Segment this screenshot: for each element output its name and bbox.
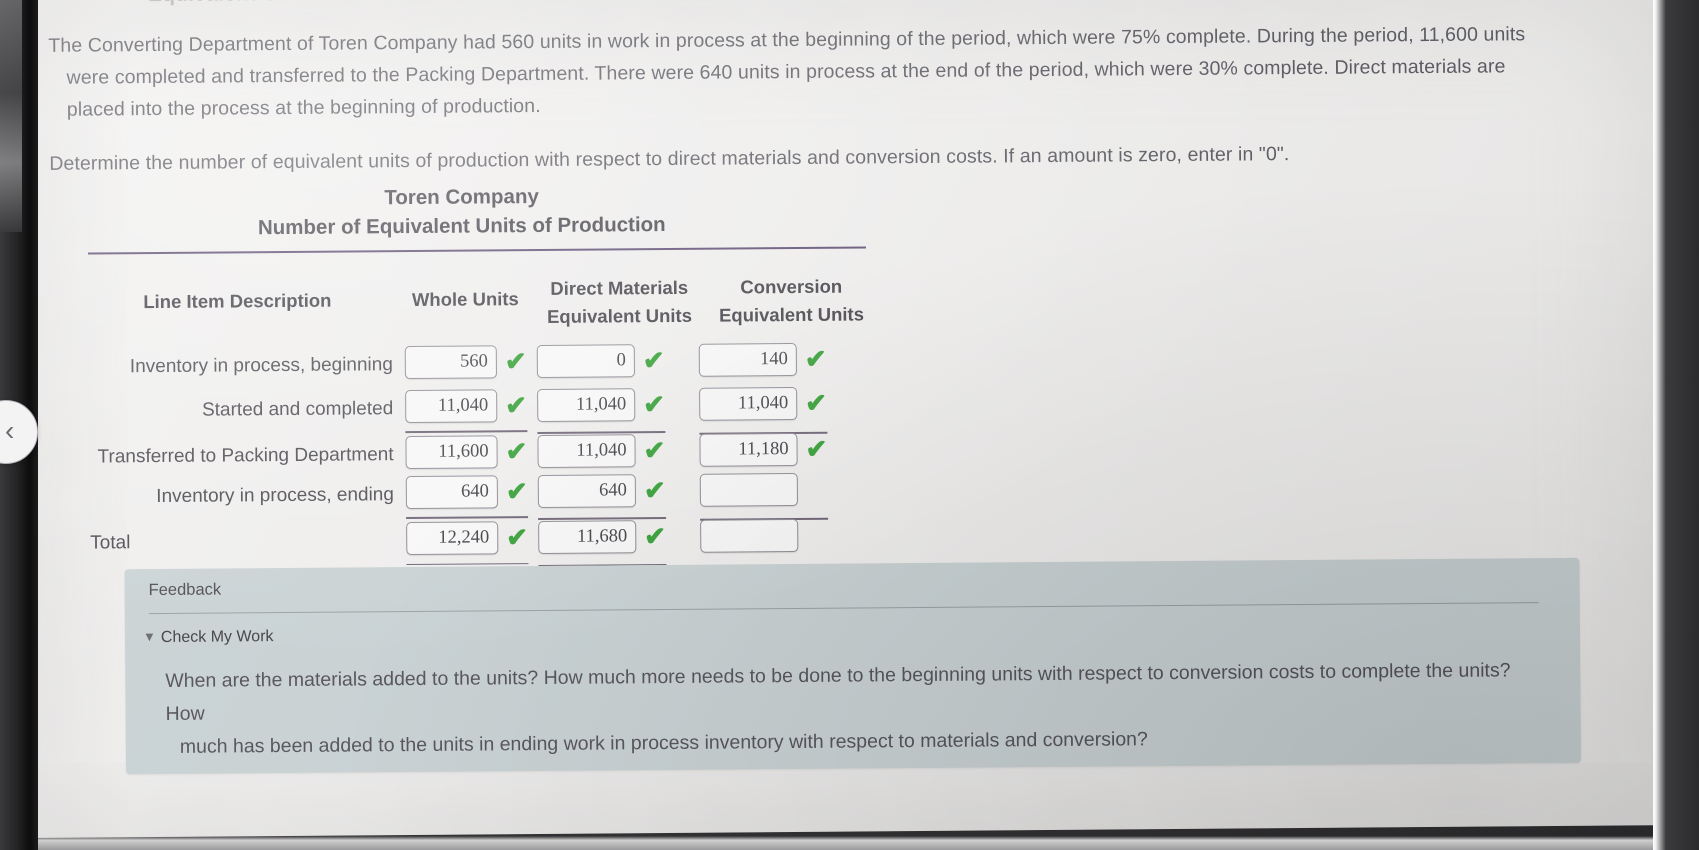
cell-conversion: 11,180 ✔: [699, 432, 827, 467]
check-icon: ✔: [505, 476, 528, 507]
check-icon: ✔: [642, 345, 665, 376]
feedback-panel: Feedback ▼ Check My Work When are the mat…: [124, 557, 1582, 775]
column-header-conversion: Conversion Equivalent Units: [708, 272, 874, 329]
column-header-description: Line Item Description: [143, 289, 332, 313]
screen-content: Equivalent Units of Production The Conve…: [30, 0, 1667, 838]
cell-whole-units: 11,040 ✔: [405, 389, 527, 424]
cut-off-page-heading: Equivalent Units of Production: [148, 0, 461, 7]
cell-direct-materials: 11,040 ✔: [537, 388, 665, 423]
column-header-conversion-line2: Equivalent Units: [718, 303, 865, 326]
chevron-left-icon: ‹: [5, 415, 15, 446]
table-row: Inventory in process, ending 640 ✔ 640 ✔: [62, 472, 862, 522]
cell-conversion: [700, 518, 812, 553]
check-icon: ✔: [643, 389, 666, 420]
cell-direct-materials: 11,040 ✔: [537, 434, 665, 469]
cell-whole-units: 560 ✔: [404, 345, 527, 380]
cell-direct-materials: 0 ✔: [536, 344, 665, 379]
row-label: Started and completed: [201, 398, 394, 421]
cell-whole-units: 640 ✔: [405, 475, 528, 510]
check-icon: ✔: [643, 475, 666, 506]
statement-title: Number of Equivalent Units of Production: [257, 213, 666, 240]
cell-conversion: [699, 472, 812, 507]
cell-conversion: 140 ✔: [698, 342, 827, 377]
input-whole-units[interactable]: 640: [405, 475, 499, 510]
row-label: Total: [90, 532, 131, 554]
input-whole-units[interactable]: 11,600: [405, 435, 498, 470]
check-icon: ✔: [805, 433, 828, 464]
device-bezel-right: [1653, 0, 1699, 850]
check-my-work-toggle[interactable]: ▼ Check My Work: [143, 628, 274, 647]
row-label: Inventory in process, beginning: [129, 354, 393, 378]
input-direct-materials[interactable]: 0: [536, 344, 635, 379]
table-row: Started and completed 11,040 ✔ 11,040 ✔ …: [61, 386, 861, 436]
input-conversion[interactable]: 140: [698, 342, 797, 377]
input-direct-materials[interactable]: 11,040: [537, 388, 636, 423]
cell-conversion: 11,040 ✔: [699, 386, 827, 421]
chevron-down-icon: ▼: [142, 629, 156, 645]
row-label: Inventory in process, ending: [156, 484, 394, 508]
input-direct-materials[interactable]: 11,680: [538, 520, 637, 555]
column-header-direct-materials: Direct Materials Equivalent Units: [536, 274, 702, 331]
device-bezel-bottom: [0, 836, 1699, 850]
column-header-conversion-line1: Conversion: [740, 275, 843, 298]
row-label: Transferred to Packing Department: [97, 444, 394, 468]
bezel-highlight: [0, 0, 22, 232]
input-direct-materials[interactable]: 11,040: [537, 434, 636, 469]
cell-whole-units: 11,600 ✔: [405, 435, 527, 470]
cell-direct-materials: 11,680 ✔: [538, 520, 666, 555]
cell-whole-units: 12,240 ✔: [406, 521, 528, 556]
input-conversion[interactable]: 11,180: [699, 432, 798, 467]
equivalent-units-table: Line Item Description Whole Units Direct…: [60, 246, 866, 573]
column-header-direct-materials-line2: Equivalent Units: [546, 304, 693, 327]
input-whole-units[interactable]: 11,040: [405, 389, 498, 424]
statement-company-name: Toren Company: [384, 185, 539, 210]
problem-statement: The Converting Department of Toren Compa…: [48, 18, 1564, 126]
check-my-work-label: Check My Work: [160, 628, 274, 646]
check-icon: ✔: [504, 346, 527, 377]
input-conversion[interactable]: 11,040: [699, 386, 798, 421]
check-my-work-line-1: When are the materials added to the unit…: [165, 659, 1511, 725]
check-my-work-body: When are the materials added to the unit…: [165, 654, 1536, 764]
check-icon: ✔: [644, 521, 667, 552]
check-icon: ✔: [805, 387, 828, 418]
check-icon: ✔: [804, 343, 827, 374]
check-icon: ✔: [505, 436, 528, 467]
table-row: Inventory in process, beginning 560 ✔ 0 …: [61, 342, 861, 392]
column-header-direct-materials-line1: Direct Materials: [550, 276, 689, 299]
feedback-divider: [148, 602, 1539, 615]
check-icon: ✔: [643, 435, 666, 466]
cell-direct-materials: 640 ✔: [537, 474, 666, 509]
table-row: Total 12,240 ✔ 11,680 ✔: [62, 518, 862, 568]
input-direct-materials[interactable]: 640: [537, 474, 637, 509]
input-whole-units[interactable]: 560: [404, 345, 497, 380]
instruction-text: Determine the number of equivalent units…: [49, 143, 1290, 175]
feedback-title: Feedback: [148, 580, 222, 600]
input-conversion[interactable]: [699, 472, 798, 507]
check-icon: ✔: [506, 522, 529, 553]
check-my-work-line-2: much has been added to the units in endi…: [179, 728, 1148, 758]
column-header-whole-units: Whole Units: [411, 288, 519, 311]
check-icon: ✔: [505, 390, 528, 421]
input-conversion[interactable]: [700, 518, 799, 553]
input-whole-units[interactable]: 12,240: [406, 521, 499, 556]
table-top-rule: [87, 246, 866, 255]
